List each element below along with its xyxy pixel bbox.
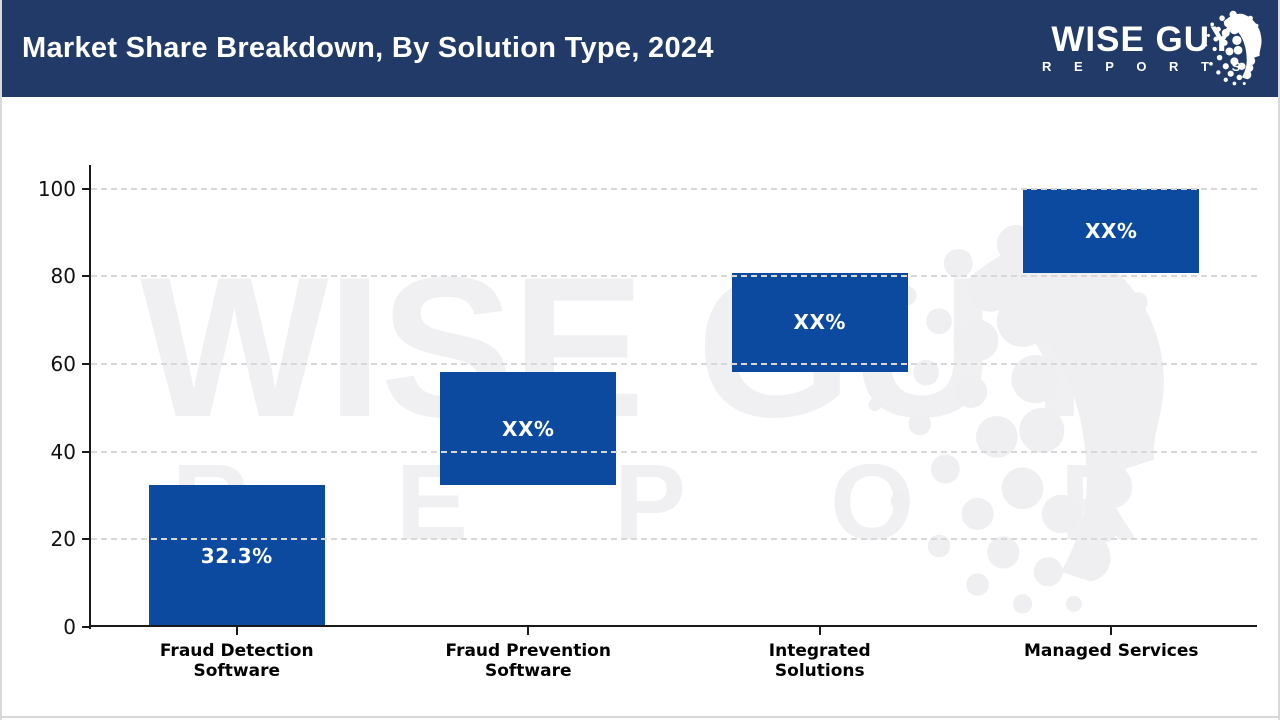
y-tick-label-20: 20	[50, 527, 76, 552]
plot-area: 0 20 40 60 80 100 32.3% Fraud Detection Software…	[38, 165, 1257, 681]
bar-value-label-managed-services: XX%	[1085, 218, 1138, 243]
gridline-60	[91, 362, 1257, 365]
x-tick-mark-integrated-solutions	[818, 627, 821, 635]
y-tick-label-0: 0	[63, 615, 76, 639]
y-tick-label-40: 40	[50, 439, 76, 464]
category-label-fraud-detection-software: Fraud Detection Software	[97, 641, 377, 681]
category-label-line: Solutions	[774, 661, 865, 681]
bottom-border-line	[2, 716, 1278, 718]
y-tick-mark-100	[82, 187, 89, 190]
x-tick-mark-fraud-detection-software	[235, 627, 238, 635]
bar-value-label-integrated-solutions: XX%	[793, 310, 846, 335]
y-tick-label-100: 100	[37, 176, 76, 201]
category-label-line: Managed Services	[1023, 641, 1199, 661]
y-tick-label-80: 80	[50, 264, 76, 289]
brand-subname: R E P O R T S	[1042, 59, 1250, 74]
page-title: Market Share Breakdown, By Solution Type…	[22, 32, 714, 64]
category-label-integrated-solutions: Integrated Solutions	[680, 641, 960, 681]
y-axis-line	[89, 165, 91, 629]
category-label-line: Fraud Detection	[159, 641, 314, 661]
y-tick-mark-40	[82, 450, 89, 453]
x-tick-mark-fraud-prevention-software	[527, 627, 530, 635]
header-band: Market Share Breakdown, By Solution Type…	[2, 0, 1278, 97]
dotted-head-icon	[1204, 10, 1262, 86]
x-tick-mark-managed-services	[1110, 627, 1113, 635]
brand-logo: WISE GUY R E P O R T S	[1014, 6, 1264, 92]
brand-logo-text: WISE GUY R E P O R T S	[1036, 20, 1250, 75]
category-label-line: Software	[484, 661, 572, 681]
bar-value-label-fraud-prevention-software: XX%	[502, 416, 555, 441]
gridline-100	[91, 187, 1257, 190]
category-label-managed-services: Managed Services	[971, 641, 1251, 661]
category-label-line: Integrated	[768, 641, 871, 661]
category-label-line: Fraud Prevention	[445, 641, 611, 661]
gridline-80	[91, 275, 1257, 278]
y-tick-mark-20	[82, 538, 89, 541]
y-tick-label-60: 60	[50, 351, 76, 376]
x-axis-line	[89, 625, 1257, 627]
y-tick-mark-60	[82, 362, 89, 365]
category-label-line: Software	[193, 661, 281, 681]
bar-integrated-solutions: XX%	[731, 273, 908, 372]
bar-value-label-fraud-detection-software: 32.3%	[200, 544, 273, 569]
y-tick-mark-80	[82, 275, 89, 278]
bar-fraud-prevention-software: XX%	[440, 371, 617, 486]
gridline-40	[91, 450, 1257, 453]
y-tick-mark-0	[82, 626, 89, 628]
category-label-fraud-prevention-software: Fraud Prevention Software	[388, 641, 668, 681]
brand-name: WISE GUY	[1051, 20, 1235, 59]
bar-fraud-detection-software: 32.3%	[148, 485, 325, 627]
gridline-20	[91, 538, 1257, 541]
bar-managed-services: XX%	[1023, 188, 1200, 274]
